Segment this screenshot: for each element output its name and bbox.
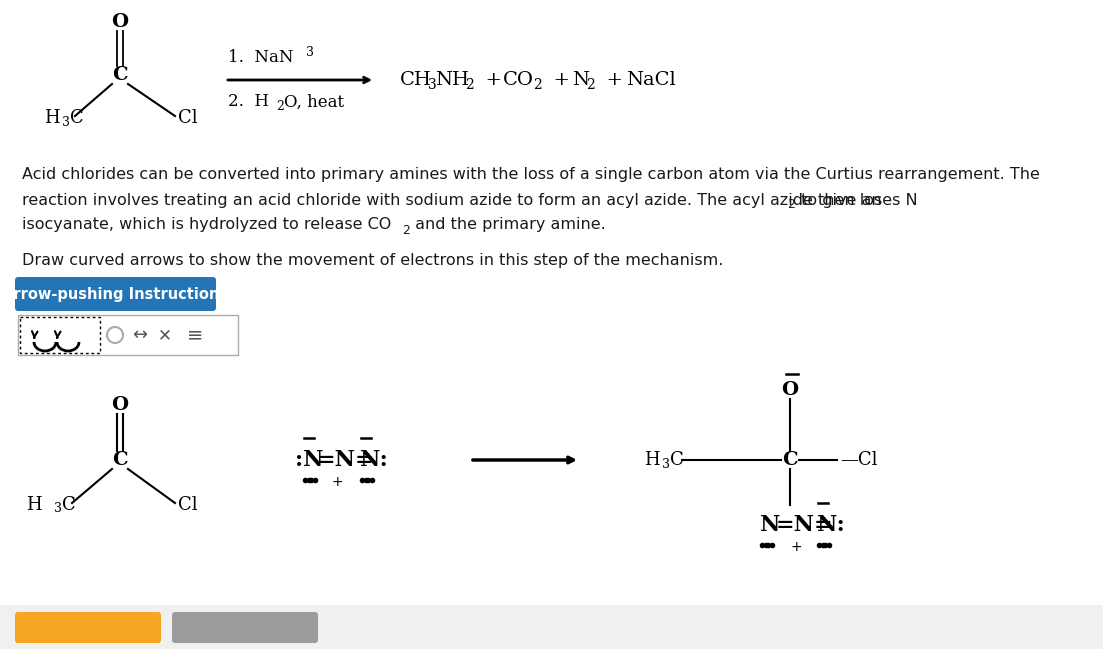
Text: 2.  H: 2. H (228, 93, 269, 110)
Text: reaction involves treating an acid chloride with sodium azide to form an acyl az: reaction involves treating an acid chlor… (22, 193, 918, 208)
Text: H: H (644, 451, 660, 469)
FancyBboxPatch shape (15, 277, 216, 311)
Text: 3: 3 (62, 116, 69, 129)
Text: C: C (69, 109, 84, 127)
Text: +: + (540, 71, 570, 89)
FancyBboxPatch shape (0, 0, 1103, 155)
Text: N: N (572, 71, 589, 89)
Text: O: O (111, 13, 129, 31)
Text: NH: NH (435, 71, 469, 89)
Text: O: O (111, 396, 129, 414)
Text: N:: N: (817, 514, 845, 536)
Text: C: C (113, 451, 128, 469)
Text: O, heat: O, heat (283, 93, 344, 110)
Text: +: + (331, 475, 343, 489)
Text: CH: CH (400, 71, 432, 89)
Text: isocyanate, which is hydrolyzed to release CO: isocyanate, which is hydrolyzed to relea… (22, 217, 392, 232)
Text: 2: 2 (586, 78, 595, 92)
Text: 3: 3 (428, 78, 437, 92)
Text: ✕: ✕ (158, 326, 172, 344)
Text: Cl: Cl (178, 109, 197, 127)
Text: 2: 2 (465, 78, 474, 92)
Text: 1.  NaN: 1. NaN (228, 49, 293, 66)
Text: Cl: Cl (178, 496, 197, 514)
Text: N:: N: (360, 449, 388, 471)
FancyBboxPatch shape (0, 365, 1103, 605)
Text: C: C (782, 451, 797, 469)
Text: 3: 3 (662, 458, 670, 471)
Text: N: N (760, 514, 781, 536)
Text: :N: :N (295, 449, 323, 471)
Text: =N=: =N= (777, 514, 834, 536)
Text: Acid chlorides can be converted into primary amines with the loss of a single ca: Acid chlorides can be converted into pri… (22, 167, 1040, 182)
Text: to give an: to give an (796, 193, 881, 208)
Text: 2: 2 (788, 199, 795, 212)
Text: 2: 2 (401, 223, 410, 236)
Text: +: + (790, 540, 802, 554)
FancyBboxPatch shape (15, 612, 161, 643)
Text: 3: 3 (306, 47, 314, 60)
Text: 3: 3 (54, 502, 62, 515)
Text: ≡: ≡ (186, 326, 203, 345)
Text: 2: 2 (276, 101, 283, 114)
Text: Arrow-pushing Instructions: Arrow-pushing Instructions (2, 286, 228, 302)
Text: C: C (113, 66, 128, 84)
FancyBboxPatch shape (172, 612, 318, 643)
Text: ↔: ↔ (132, 326, 148, 344)
FancyBboxPatch shape (0, 155, 1103, 385)
Text: —Cl: —Cl (840, 451, 878, 469)
FancyBboxPatch shape (18, 315, 238, 355)
Text: NaCl: NaCl (627, 71, 676, 89)
Text: =N=: =N= (317, 449, 375, 471)
Text: +: + (473, 71, 502, 89)
Text: and the primary amine.: and the primary amine. (410, 217, 606, 232)
Text: C: C (62, 496, 76, 514)
Text: 2: 2 (533, 78, 542, 92)
Text: H: H (44, 109, 60, 127)
Text: Draw curved arrows to show the movement of electrons in this step of the mechani: Draw curved arrows to show the movement … (22, 252, 724, 267)
Text: O: O (781, 381, 799, 399)
Text: CO: CO (503, 71, 534, 89)
Text: +: + (595, 71, 623, 89)
Text: H: H (26, 496, 42, 514)
Text: C: C (670, 451, 684, 469)
